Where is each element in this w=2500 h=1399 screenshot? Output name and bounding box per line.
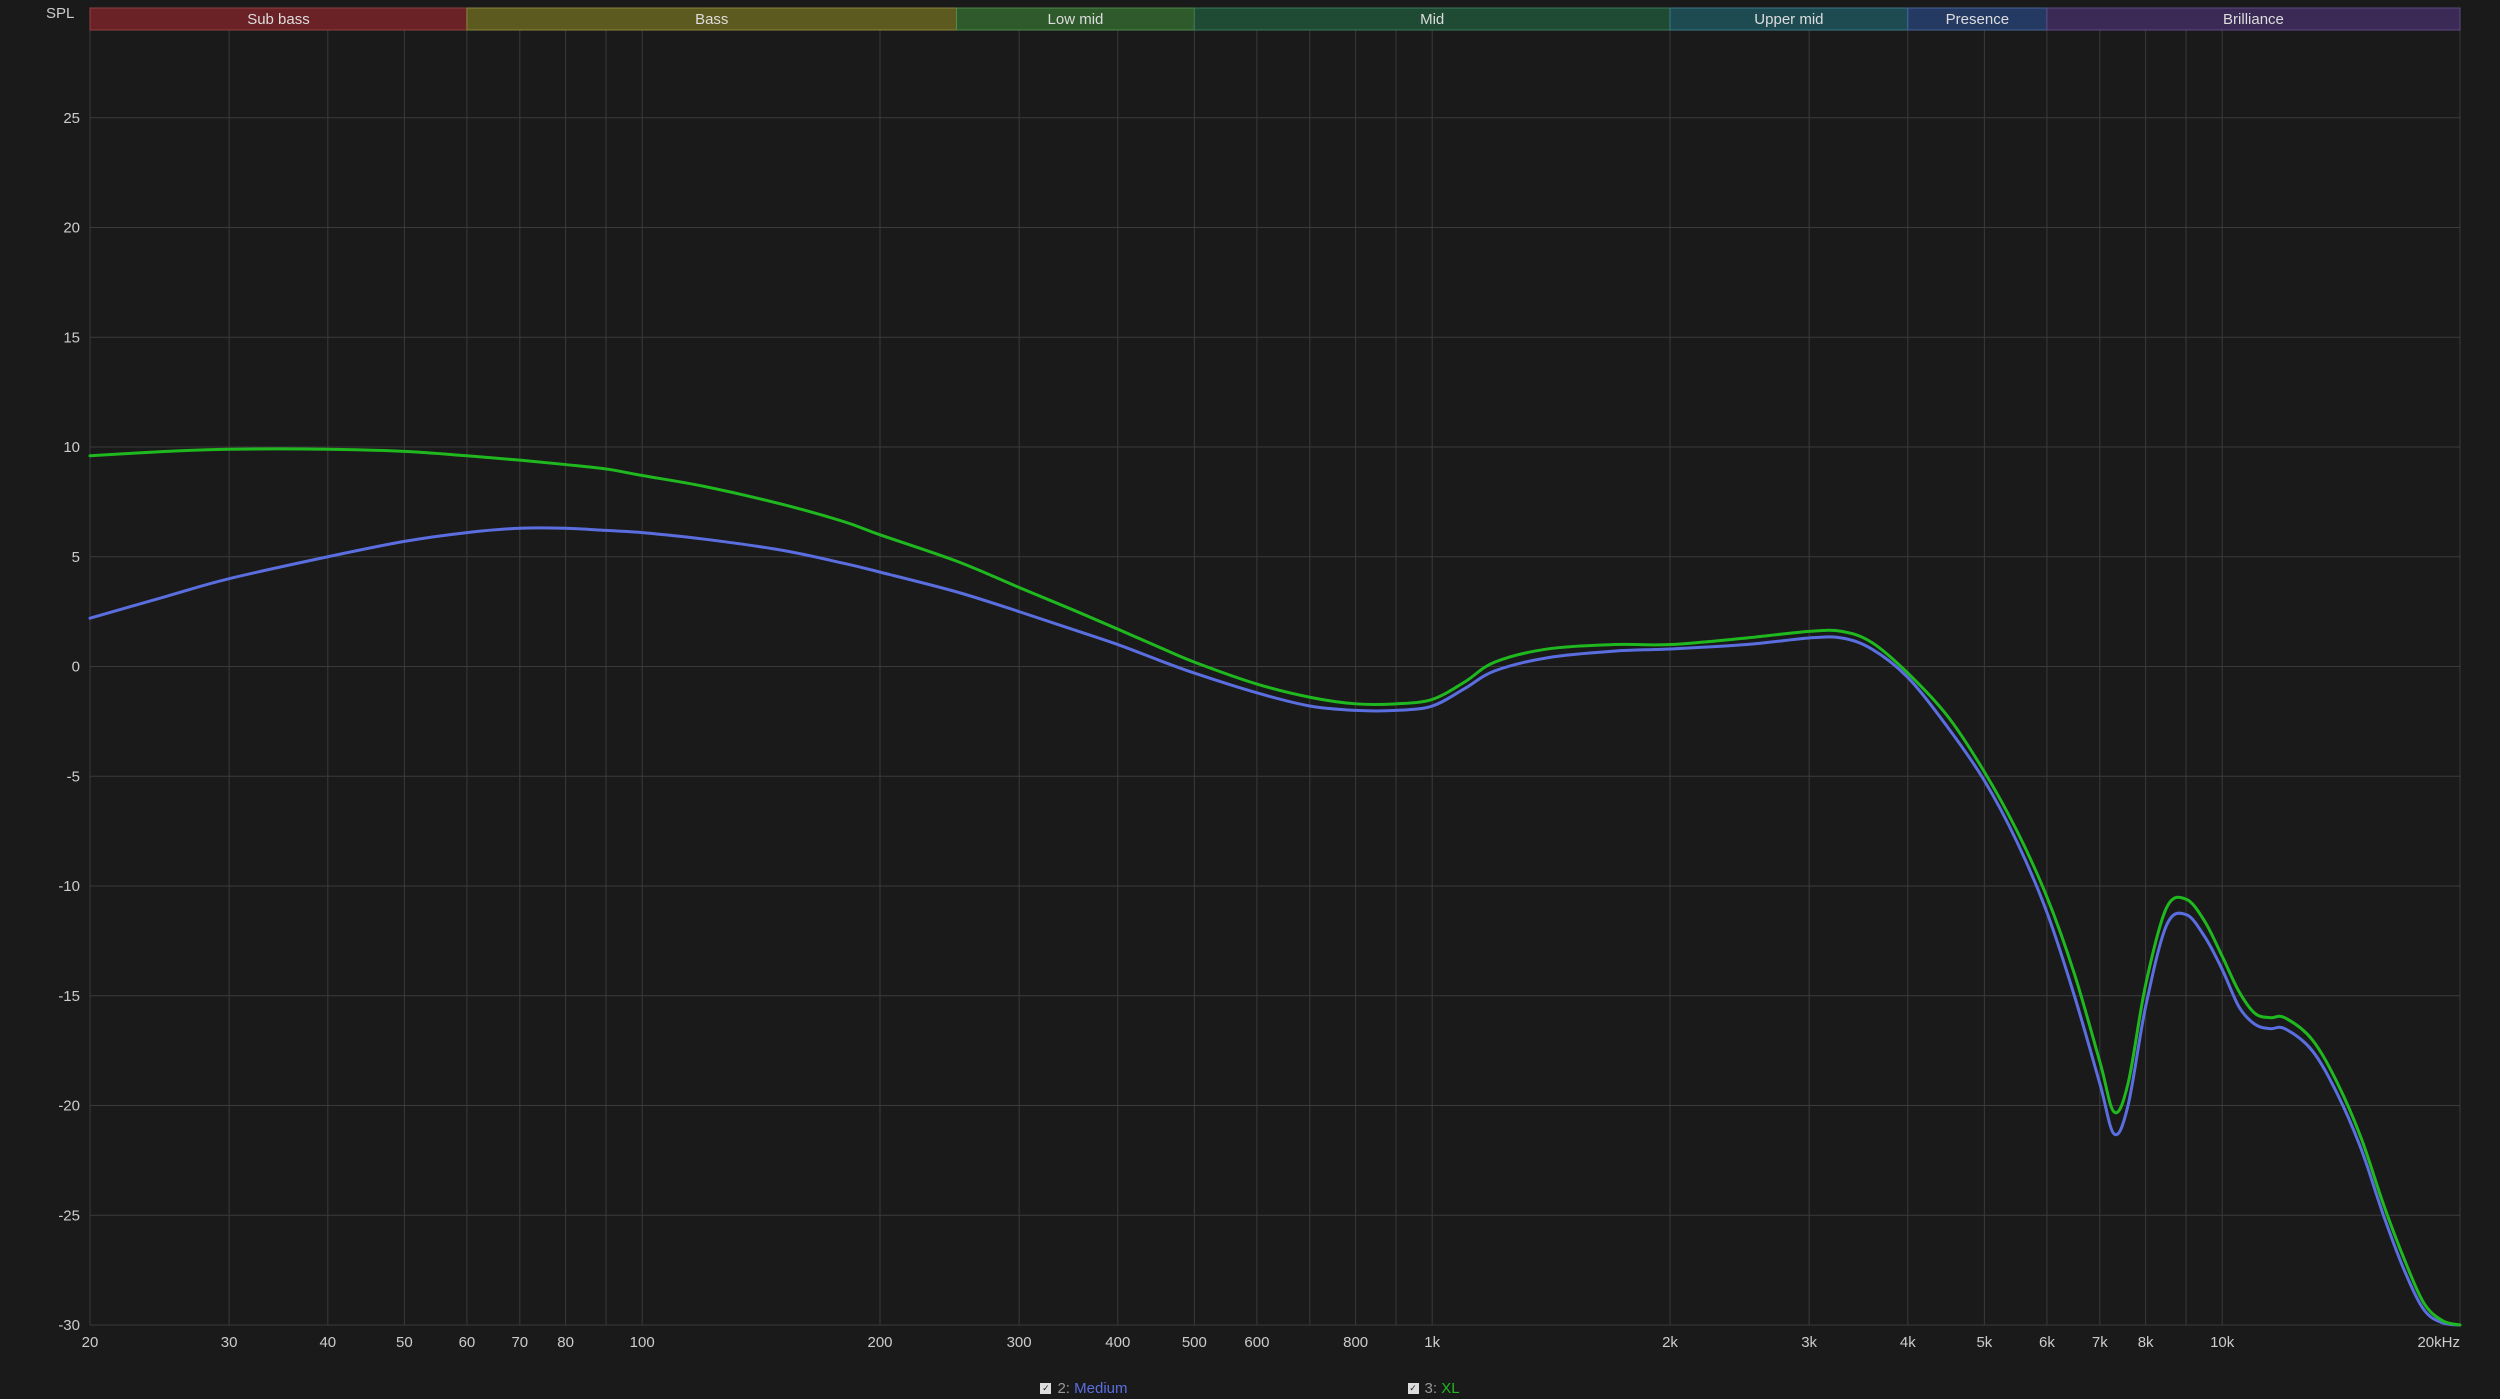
y-tick-label: -15 <box>58 988 80 1005</box>
y-tick-label: 15 <box>63 329 80 346</box>
legend-prefix: 3: <box>1425 1380 1442 1397</box>
x-tick-label: 4k <box>1900 1334 1916 1351</box>
legend-checkbox[interactable]: ✓ <box>1408 1383 1419 1394</box>
x-tick-label: 50 <box>396 1334 413 1351</box>
legend-prefix: 2: <box>1057 1380 1074 1397</box>
x-tick-label: 800 <box>1343 1334 1368 1351</box>
y-tick-label: 0 <box>72 659 80 676</box>
y-tick-label: 25 <box>63 110 80 127</box>
y-tick-label: -20 <box>58 1098 80 1115</box>
x-tick-label: 1k <box>1424 1334 1440 1351</box>
x-tick-label: 400 <box>1105 1334 1130 1351</box>
y-tick-label: -5 <box>67 768 80 785</box>
legend-item-medium[interactable]: ✓ 2: Medium <box>1040 1380 1127 1397</box>
band-label: Presence <box>1946 11 2009 28</box>
y-tick-label: -10 <box>58 878 80 895</box>
x-tick-label: 20 <box>82 1334 99 1351</box>
legend-item-xl[interactable]: ✓ 3: XL <box>1408 1380 1460 1397</box>
y-axis-title: SPL <box>46 5 74 22</box>
x-tick-label: 60 <box>459 1334 476 1351</box>
x-tick-label: 8k <box>2138 1334 2154 1351</box>
band-label: Sub bass <box>247 11 310 28</box>
band-label: Bass <box>695 11 728 28</box>
frequency-response-chart: Sub bass Bass Low mid Mid Upper mid Presence B… <box>0 0 2500 1399</box>
x-tick-label: 80 <box>557 1334 574 1351</box>
x-tick-label: 30 <box>221 1334 238 1351</box>
chart-svg: Sub bass Bass Low mid Mid Upper mid Presence B… <box>0 0 2500 1399</box>
x-tick-label: 10k <box>2210 1334 2235 1351</box>
x-tick-label: 100 <box>630 1334 655 1351</box>
legend-label: XL <box>1441 1380 1459 1397</box>
band-label: Low mid <box>1048 11 1104 28</box>
band-label: Mid <box>1420 11 1444 28</box>
y-tick-label: 5 <box>72 549 80 566</box>
x-tick-label: 7k <box>2092 1334 2108 1351</box>
x-tick-label: 6k <box>2039 1334 2055 1351</box>
x-tick-label: 20kHz <box>2417 1334 2460 1351</box>
x-tick-label: 200 <box>867 1334 892 1351</box>
x-tick-label: 2k <box>1662 1334 1678 1351</box>
y-tick-label: -25 <box>58 1207 80 1224</box>
y-tick-label: -30 <box>58 1317 80 1334</box>
band-label: Upper mid <box>1754 11 1823 28</box>
y-tick-label: 20 <box>63 220 80 237</box>
legend-checkbox[interactable]: ✓ <box>1040 1383 1051 1394</box>
chart-legend: ✓ 2: Medium ✓ 3: XL <box>0 1380 2500 1397</box>
x-tick-label: 5k <box>1976 1334 1992 1351</box>
x-tick-label: 300 <box>1007 1334 1032 1351</box>
x-tick-label: 40 <box>319 1334 336 1351</box>
legend-label: Medium <box>1074 1380 1127 1397</box>
x-tick-label: 3k <box>1801 1334 1817 1351</box>
band-label: Brilliance <box>2223 11 2284 28</box>
x-tick-label: 70 <box>511 1334 528 1351</box>
y-tick-label: 10 <box>63 439 80 456</box>
x-tick-label: 600 <box>1244 1334 1269 1351</box>
x-tick-label: 500 <box>1182 1334 1207 1351</box>
